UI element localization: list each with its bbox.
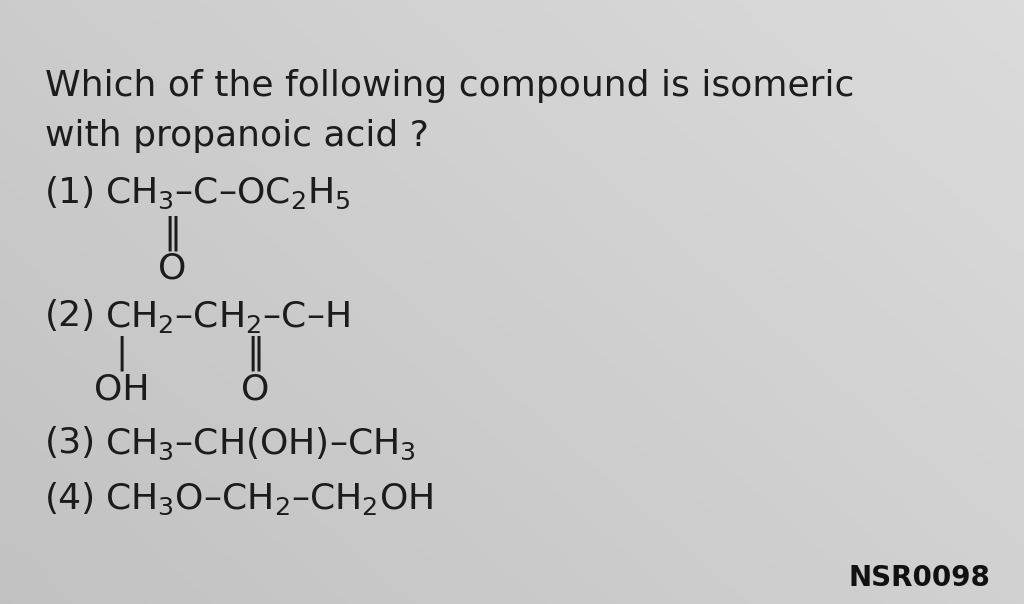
Text: (2): (2) [45,299,96,333]
Text: CH$_2$–CH$_2$–C–H: CH$_2$–CH$_2$–C–H [105,299,349,335]
Text: O: O [158,252,186,286]
Text: ‖: ‖ [163,216,181,251]
Text: (4): (4) [45,482,96,516]
Text: (3): (3) [45,426,96,460]
Text: with propanoic acid ?: with propanoic acid ? [45,119,429,153]
Text: (1): (1) [45,176,96,210]
Text: CH$_3$–C–OC$_2$H$_5$: CH$_3$–C–OC$_2$H$_5$ [105,176,350,211]
Text: OH: OH [94,372,150,406]
Text: ‖: ‖ [246,336,264,371]
Text: NSR0098: NSR0098 [848,564,990,592]
Text: O: O [241,372,269,406]
Text: CH$_3$O–CH$_2$–CH$_2$OH: CH$_3$O–CH$_2$–CH$_2$OH [105,482,433,517]
Text: Which of the following compound is isomeric: Which of the following compound is isome… [45,69,854,103]
Text: CH$_3$–CH(OH)–CH$_3$: CH$_3$–CH(OH)–CH$_3$ [105,426,416,462]
Text: |: | [116,336,128,371]
